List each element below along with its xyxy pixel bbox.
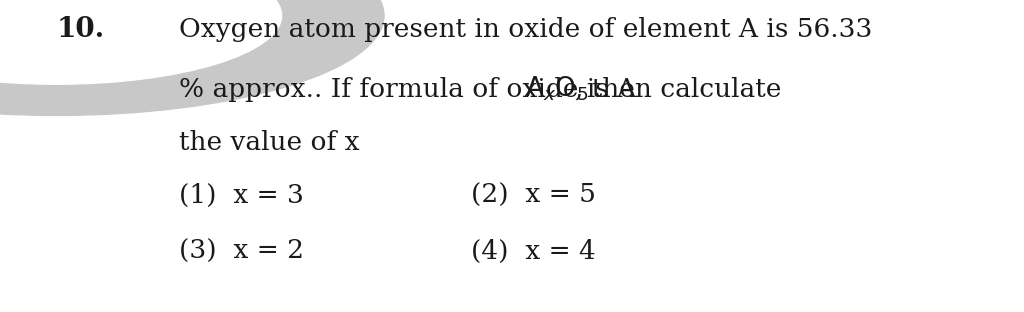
Text: % approx.. If formula of oxide is A: % approx.. If formula of oxide is A <box>179 77 637 102</box>
Text: the value of x: the value of x <box>179 130 359 155</box>
Text: (2)  x = 5: (2) x = 5 <box>471 183 596 208</box>
Circle shape <box>0 0 384 115</box>
Circle shape <box>0 0 282 84</box>
Text: (1)  x = 3: (1) x = 3 <box>179 183 304 208</box>
Text: 10.: 10. <box>56 17 104 43</box>
Text: Oxygen atom present in oxide of element A is 56.33: Oxygen atom present in oxide of element … <box>179 17 872 42</box>
Text: (3)  x = 2: (3) x = 2 <box>179 239 304 264</box>
Text: (4)  x = 4: (4) x = 4 <box>471 239 596 264</box>
Text: , then calculate: , then calculate <box>575 77 782 102</box>
Text: $\mathrm{A}_x\mathrm{O}_5$: $\mathrm{A}_x\mathrm{O}_5$ <box>525 75 589 103</box>
